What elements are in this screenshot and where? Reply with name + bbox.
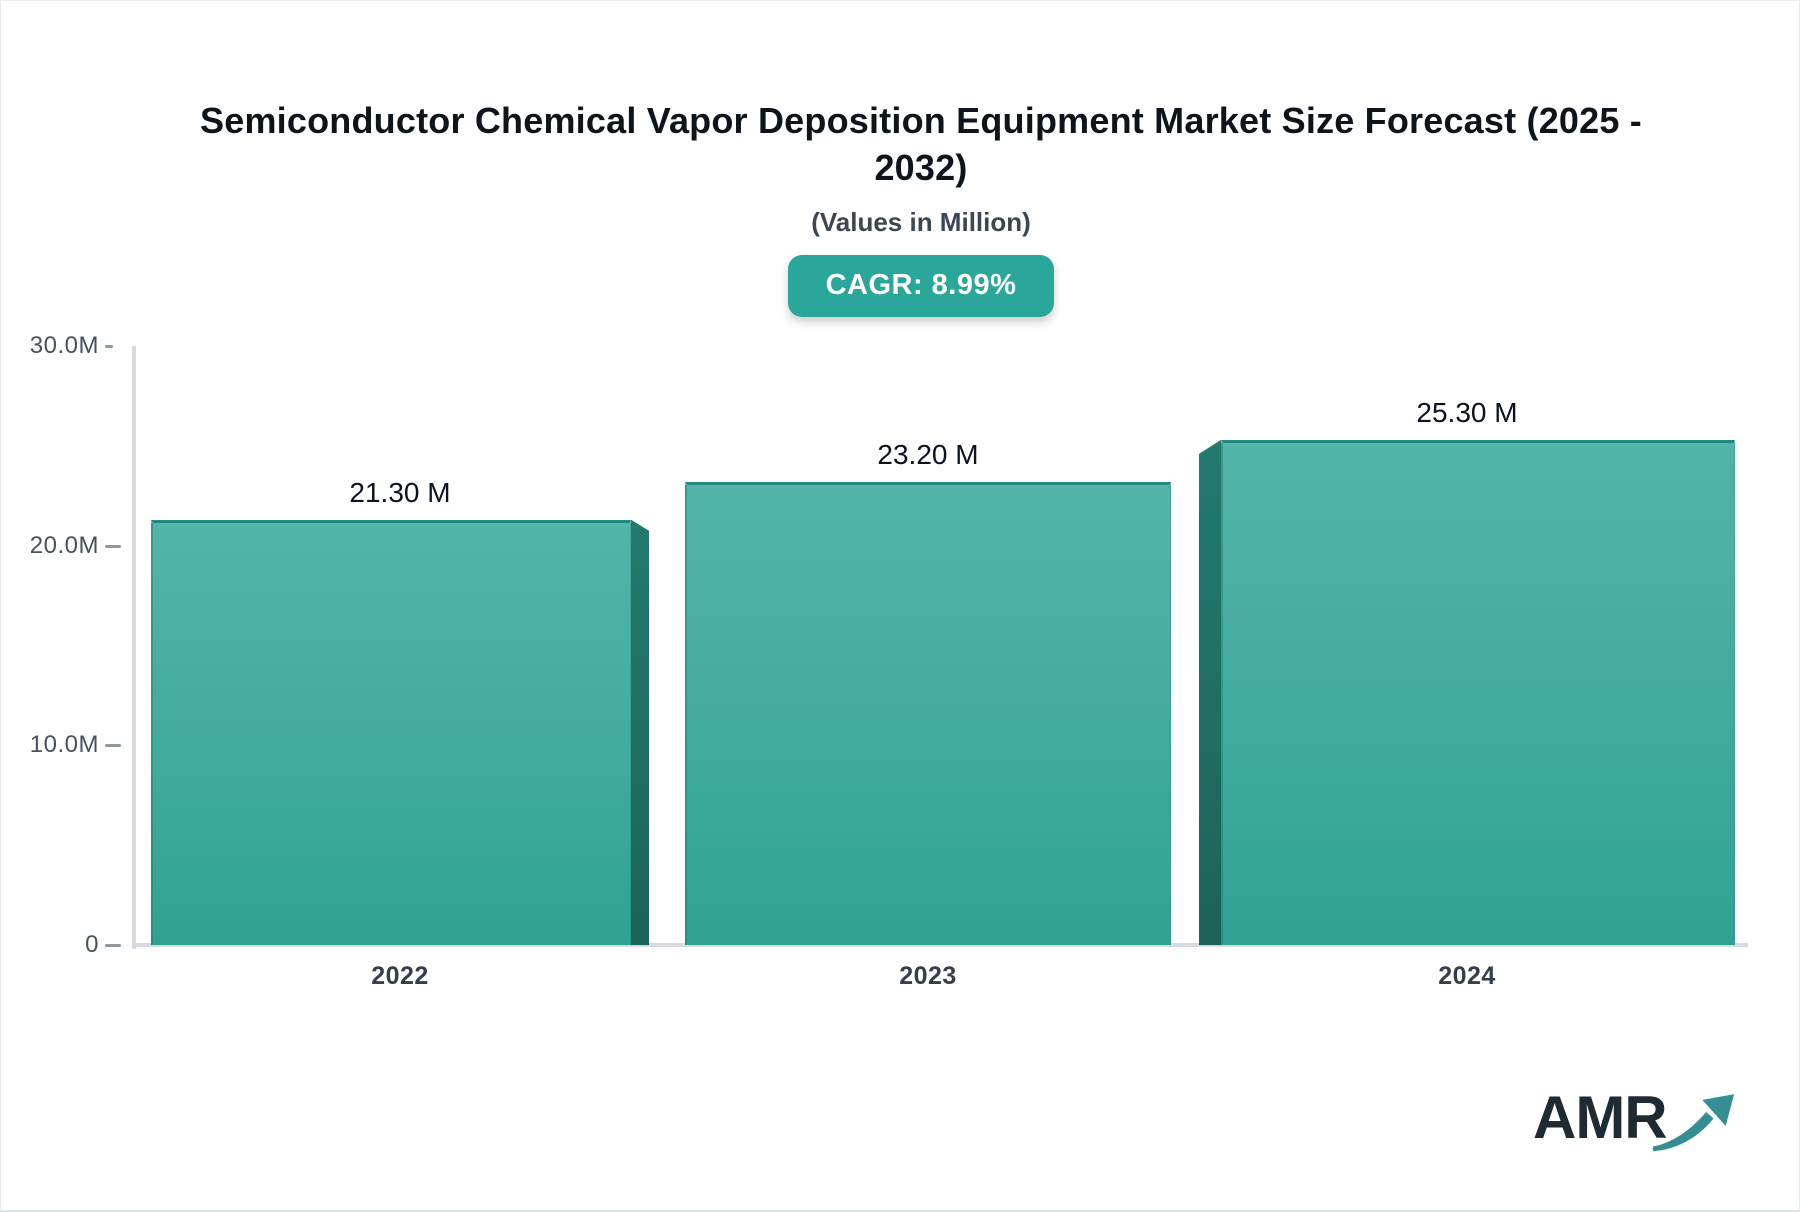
x-axis-line (132, 943, 1748, 947)
chart-title: Semiconductor Chemical Vapor Deposition … (41, 97, 1800, 191)
y-axis-tick-label: 0 (85, 931, 99, 958)
growth-arrow-icon (1652, 1094, 1734, 1152)
y-axis-tick-label: 20.0M (29, 531, 99, 559)
y-axis-tick-mark (105, 345, 113, 348)
bar-value-label: 21.30 M (349, 476, 451, 508)
bar-fill-2024[interactable] (1221, 439, 1735, 945)
bar-value-label: 23.20 M (877, 438, 979, 470)
brand-logo: AMR (1533, 1087, 1735, 1159)
y-axis-tick-label: 10.0M (29, 731, 99, 759)
bar-2023[interactable] (685, 481, 1171, 945)
bar-3d-side-2022 (631, 519, 649, 945)
y-axis-tick-mark (105, 744, 121, 748)
bar-fill-2022[interactable] (151, 519, 631, 945)
y-axis-tick-mark (105, 944, 121, 947)
cagr-badge: CAGR: 8.99% (787, 255, 1055, 317)
bar-value-label: 25.30 M (1416, 396, 1518, 428)
x-axis-category-label: 2022 (371, 962, 429, 990)
bar-3d-side-2024 (1199, 439, 1221, 945)
x-axis-category-label: 2023 (899, 962, 957, 990)
y-axis-line (132, 346, 136, 949)
bar-2024[interactable] (1199, 439, 1735, 945)
bar-2022[interactable] (151, 519, 649, 945)
y-axis-tick-mark (105, 544, 121, 548)
x-axis-category-label: 2024 (1438, 962, 1496, 990)
bar-fill-2023[interactable] (685, 481, 1171, 945)
chart-subtitle: (Values in Million) (811, 207, 1031, 237)
chart-header: Semiconductor Chemical Vapor Deposition … (41, 1, 1800, 317)
y-axis-tick-label: 30.0M (29, 332, 99, 359)
chart-title-line2: 2032) (874, 147, 968, 188)
chart-title-line1: Semiconductor Chemical Vapor Deposition … (200, 100, 1642, 141)
brand-logo-text: AMR (1533, 1084, 1668, 1151)
